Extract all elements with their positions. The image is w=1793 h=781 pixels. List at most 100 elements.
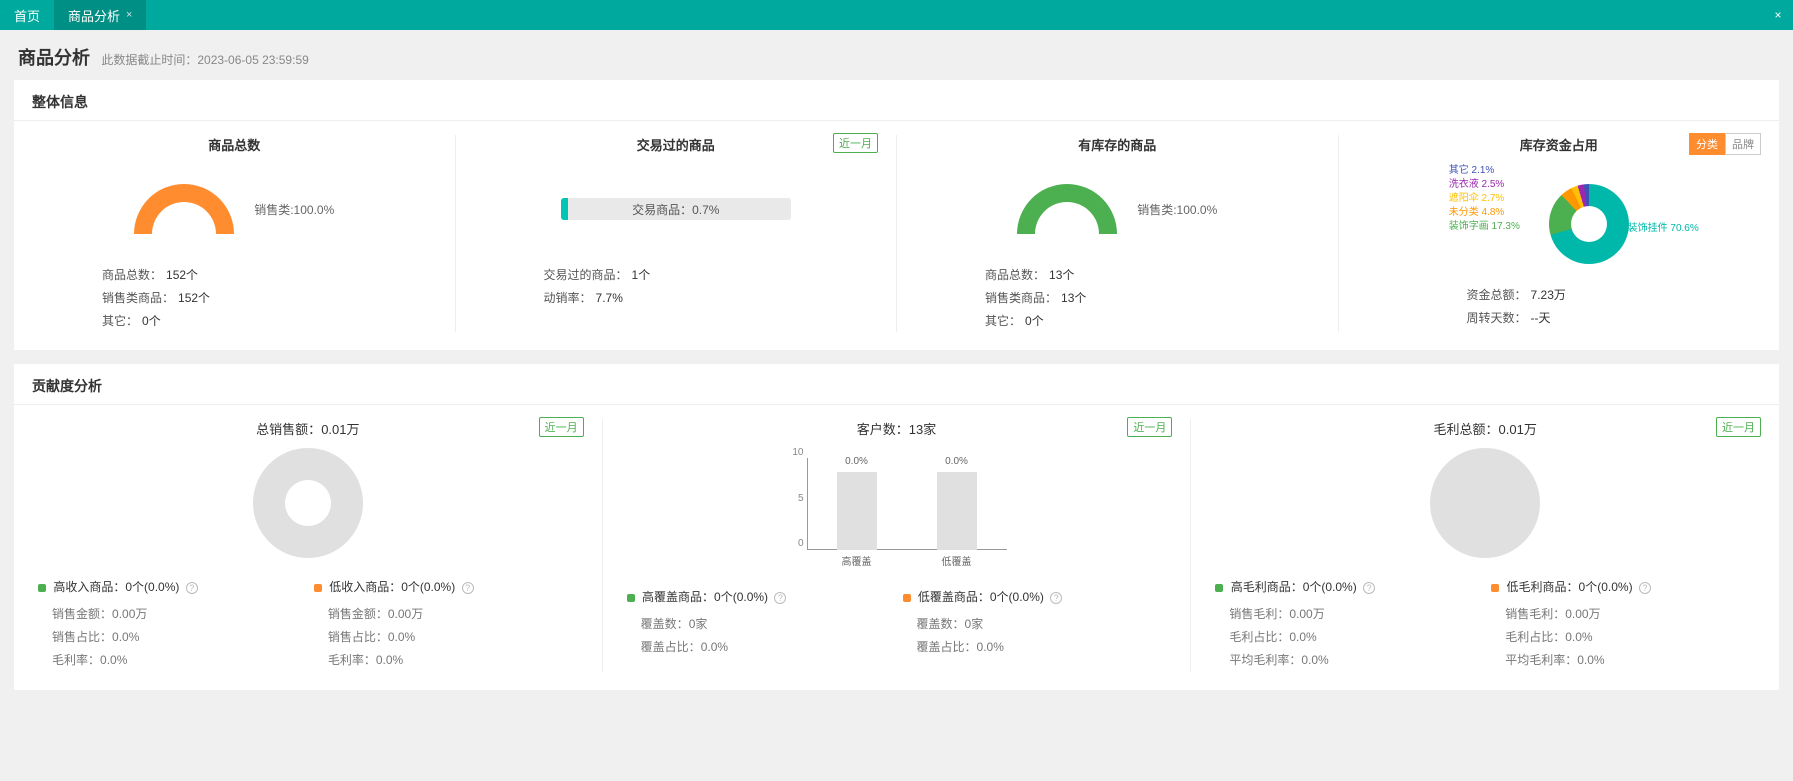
- legend-high-income: 高收入商品：0个(0.0%) ?: [38, 578, 302, 595]
- legend-dot-icon: [314, 584, 322, 592]
- stat-line: 毛利占比：0.0%: [1491, 626, 1755, 649]
- stat-line: 覆盖占比：0.0%: [903, 636, 1167, 659]
- help-icon[interactable]: ?: [1050, 592, 1062, 604]
- badge-recent-month[interactable]: 近一月: [1716, 417, 1761, 437]
- help-icon[interactable]: ?: [186, 582, 198, 594]
- close-tab-icon[interactable]: ×: [126, 9, 132, 21]
- stat-line: 其它：0个: [985, 310, 1310, 333]
- pie-capital: 其它 2.1%洗衣液 2.5%遮阳伞 2.7%未分类 4.8%装饰字画 17.3…: [1449, 164, 1669, 284]
- stat-line: 覆盖数：0家: [627, 613, 891, 636]
- stat-line: 交易过的商品：1个: [544, 264, 869, 287]
- stat-line: 动销率：7.7%: [544, 287, 869, 310]
- stat-line: 资金总额：7.23万: [1467, 284, 1752, 307]
- stat-line: 销售占比：0.0%: [38, 626, 302, 649]
- bar: 0.0%: [937, 472, 977, 550]
- toggle-brand-button[interactable]: 品牌: [1725, 133, 1761, 155]
- help-icon[interactable]: ?: [462, 582, 474, 594]
- stat-line: 其它：0个: [102, 310, 427, 333]
- stat-line: 毛利占比：0.0%: [1215, 626, 1479, 649]
- stat-line: 毛利率：0.0%: [38, 649, 302, 672]
- toggle-category-brand: 分类品牌: [1689, 133, 1761, 155]
- subcol-high-coverage: 高覆盖商品：0个(0.0%) ? 覆盖数：0家 覆盖占比：0.0%: [621, 588, 897, 659]
- legend-low-profit: 低毛利商品：0个(0.0%) ?: [1491, 578, 1755, 595]
- progress-fill: [561, 198, 568, 220]
- legend-dot-icon: [627, 594, 635, 602]
- subcol-high-income: 高收入商品：0个(0.0%) ? 销售金额：0.00万 销售占比：0.0% 毛利…: [32, 578, 308, 671]
- tab-label: 商品分析: [68, 6, 120, 25]
- page-subtext: 此数据截止时间：2023-06-05 23:59:59: [101, 53, 308, 67]
- stat-line: 商品总数：13个: [985, 264, 1310, 287]
- stat-line: 销售类商品：13个: [985, 287, 1310, 310]
- legend-dot-icon: [1491, 584, 1499, 592]
- gauge-total-products: [134, 184, 234, 234]
- panel-capital: 分类品牌 库存资金占用 其它 2.1%洗衣液 2.5%遮阳伞 2.7%未分类 4…: [1339, 135, 1780, 332]
- bar: 0.0%: [837, 472, 877, 550]
- help-icon[interactable]: ?: [1639, 582, 1651, 594]
- subcol-high-profit: 高毛利商品：0个(0.0%) ? 销售毛利：0.00万 毛利占比：0.0% 平均…: [1209, 578, 1485, 671]
- bar-chart-customers: 0510 0.0%0.0% 高覆盖低覆盖: [777, 448, 1017, 568]
- gauge-label: 销售类:100.0%: [254, 201, 334, 218]
- pie-slice-label: 未分类 4.8%: [1449, 206, 1520, 220]
- stat-line: 毛利率：0.0%: [314, 649, 578, 672]
- close-all-icon[interactable]: ×: [1763, 0, 1793, 30]
- panel-title: 商品总数: [32, 135, 437, 154]
- panel-customers: 近一月 客户数：13家 0510 0.0%0.0% 高覆盖低覆盖 高覆盖商品：0…: [603, 419, 1192, 671]
- panel-title: 客户数：13家: [621, 419, 1173, 438]
- stat-line: 商品总数：152个: [102, 264, 427, 287]
- section-contribution: 贡献度分析 近一月 总销售额：0.01万 高收入商品：0个(0.0%) ? 销售…: [14, 364, 1779, 689]
- stat-line: 销售占比：0.0%: [314, 626, 578, 649]
- legend-low-coverage: 低覆盖商品：0个(0.0%) ?: [903, 588, 1167, 605]
- panel-title: 交易过的商品: [474, 135, 879, 154]
- panel-gross-profit: 近一月 毛利总额：0.01万 高毛利商品：0个(0.0%) ? 销售毛利：0.0…: [1191, 419, 1779, 671]
- pie-slice-label: 洗衣液 2.5%: [1449, 178, 1520, 192]
- legend-high-profit: 高毛利商品：0个(0.0%) ?: [1215, 578, 1479, 595]
- tab-home[interactable]: 首页: [0, 0, 54, 30]
- subcol-low-profit: 低毛利商品：0个(0.0%) ? 销售毛利：0.00万 毛利占比：0.0% 平均…: [1485, 578, 1761, 671]
- tab-product-analysis[interactable]: 商品分析 ×: [54, 0, 146, 30]
- legend-high-coverage: 高覆盖商品：0个(0.0%) ?: [627, 588, 891, 605]
- stat-line: 覆盖占比：0.0%: [627, 636, 891, 659]
- help-icon[interactable]: ?: [1363, 582, 1375, 594]
- panel-traded-products: 近一月 交易过的商品 交易商品：0.7% 交易过的商品：1个 动销率：7.7%: [456, 135, 898, 332]
- stat-line: 平均毛利率：0.0%: [1491, 649, 1755, 672]
- stat-line: 销售金额：0.00万: [314, 603, 578, 626]
- stat-line: 销售毛利：0.00万: [1215, 603, 1479, 626]
- legend-dot-icon: [38, 584, 46, 592]
- panel-instock-products: 有库存的商品 销售类:100.0% 商品总数：13个 销售类商品：13个 其它：…: [897, 135, 1339, 332]
- pie-slice-label: 装饰挂件 70.6%: [1628, 219, 1699, 234]
- badge-recent-month[interactable]: 近一月: [1127, 417, 1172, 437]
- panel-total-sales: 近一月 总销售额：0.01万 高收入商品：0个(0.0%) ? 销售金额：0.0…: [14, 419, 603, 671]
- stat-line: 平均毛利率：0.0%: [1215, 649, 1479, 672]
- pie-slice-label: 遮阳伞 2.7%: [1449, 192, 1520, 206]
- section-overall: 整体信息 商品总数 销售类:100.0% 商品总数：152个 销售类商品：152…: [14, 80, 1779, 350]
- progress-traded: 交易商品：0.7%: [561, 198, 791, 220]
- page-title: 商品分析: [18, 44, 90, 70]
- stat-line: 周转天数：--天: [1467, 307, 1752, 330]
- badge-recent-month[interactable]: 近一月: [539, 417, 584, 437]
- stat-line: 销售类商品：152个: [102, 287, 427, 310]
- panel-title: 总销售额：0.01万: [32, 419, 584, 438]
- tab-bar: 首页 商品分析 × ×: [0, 0, 1793, 30]
- progress-text: 交易商品：0.7%: [632, 201, 719, 218]
- page-header: 商品分析 此数据截止时间：2023-06-05 23:59:59: [0, 30, 1793, 80]
- panel-title: 有库存的商品: [915, 135, 1320, 154]
- circle-profit: [1430, 448, 1540, 558]
- help-icon[interactable]: ?: [774, 592, 786, 604]
- subcol-low-income: 低收入商品：0个(0.0%) ? 销售金额：0.00万 销售占比：0.0% 毛利…: [308, 578, 584, 671]
- gauge-label: 销售类:100.0%: [1137, 201, 1217, 218]
- toggle-category-button[interactable]: 分类: [1689, 133, 1725, 155]
- legend-low-income: 低收入商品：0个(0.0%) ?: [314, 578, 578, 595]
- legend-dot-icon: [1215, 584, 1223, 592]
- stat-line: 覆盖数：0家: [903, 613, 1167, 636]
- panel-total-products: 商品总数 销售类:100.0% 商品总数：152个 销售类商品：152个 其它：…: [14, 135, 456, 332]
- legend-dot-icon: [903, 594, 911, 602]
- stat-line: 销售毛利：0.00万: [1491, 603, 1755, 626]
- pie-slice-label: 其它 2.1%: [1449, 164, 1520, 178]
- section-contribution-title: 贡献度分析: [14, 376, 1779, 405]
- panel-title: 毛利总额：0.01万: [1209, 419, 1761, 438]
- subcol-low-coverage: 低覆盖商品：0个(0.0%) ? 覆盖数：0家 覆盖占比：0.0%: [897, 588, 1173, 659]
- section-overall-title: 整体信息: [14, 92, 1779, 121]
- gauge-instock-products: [1017, 184, 1117, 234]
- stat-line: 销售金额：0.00万: [38, 603, 302, 626]
- badge-recent-month[interactable]: 近一月: [833, 133, 878, 153]
